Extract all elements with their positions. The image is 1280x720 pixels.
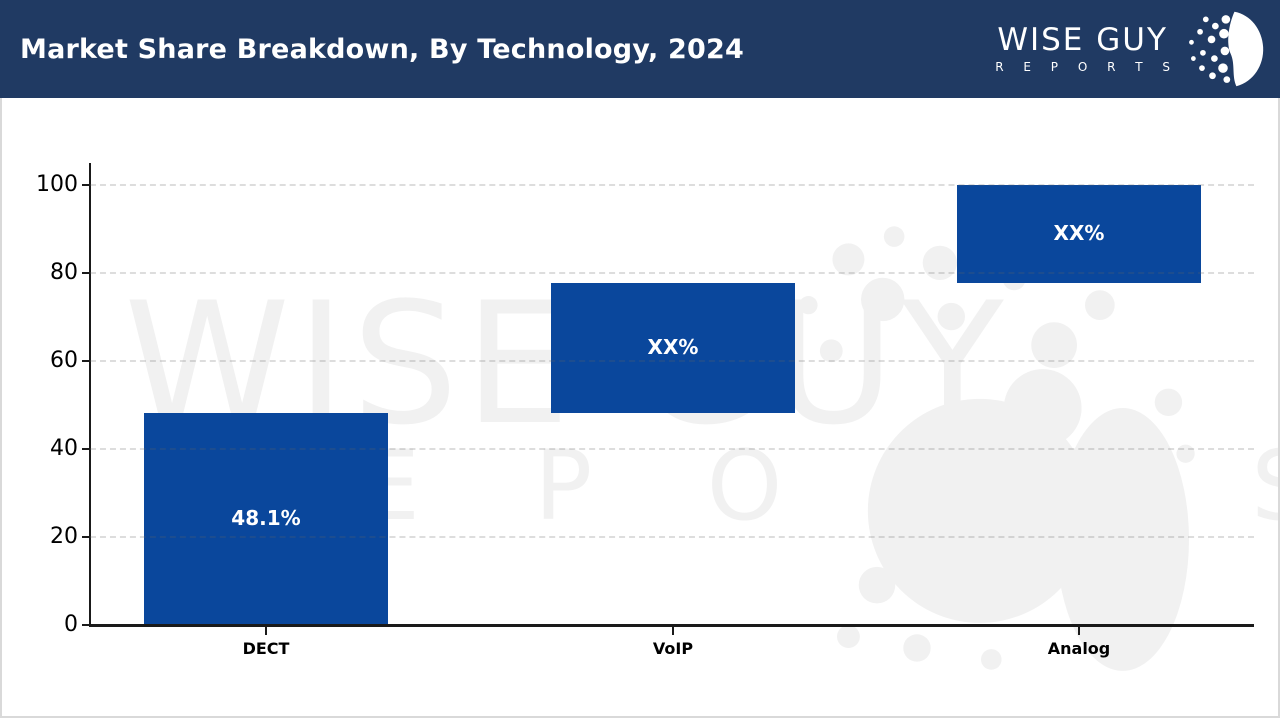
y-tick-mark	[82, 448, 90, 450]
gridline-60	[90, 360, 1254, 362]
category-label-analog: Analog	[1047, 639, 1111, 658]
category-label-voip: VoIP	[652, 639, 694, 658]
y-tick-label: 60	[50, 348, 78, 373]
x-tick-mark	[672, 627, 674, 635]
bar-analog	[957, 185, 1201, 283]
gridline-80	[90, 272, 1254, 274]
chart-canvas: WISE GUY R E P O R T S 48.1% XX% XX% 0 20 40 6…	[0, 98, 1280, 718]
y-tick-label: 40	[50, 436, 78, 461]
brand-face-icon	[1189, 11, 1264, 87]
y-tick-mark	[82, 360, 90, 362]
x-axis	[89, 624, 1254, 627]
gridline-100	[90, 184, 1254, 186]
y-tick-mark	[82, 272, 90, 274]
x-tick-mark	[265, 627, 267, 635]
category-label-dect: DECT	[242, 639, 290, 658]
bar-value-label: XX%	[1053, 220, 1105, 245]
brand-subtitle: R E P O R T S	[995, 60, 1178, 74]
header-bar: Market Share Breakdown, By Technology, 2…	[0, 0, 1280, 98]
y-tick-label: 0	[64, 612, 78, 637]
brand-name: WISE GUY	[997, 22, 1168, 58]
y-tick-label: 100	[36, 172, 78, 197]
y-tick-label: 80	[50, 260, 78, 285]
x-tick-mark	[1078, 627, 1080, 635]
page-title: Market Share Breakdown, By Technology, 2…	[20, 33, 745, 65]
bar-voip	[551, 282, 795, 414]
y-tick-mark	[82, 536, 90, 538]
y-tick-mark	[82, 624, 90, 626]
bar-dect	[144, 413, 388, 625]
gridline-20	[90, 536, 1254, 538]
bar-value-label: 48.1%	[231, 506, 301, 531]
gridline-40	[90, 448, 1254, 450]
brand-logo: WISE GUY R E P O R T S	[987, 9, 1266, 89]
y-axis	[89, 163, 91, 626]
y-tick-label: 20	[50, 524, 78, 549]
brand-logo-text: WISE GUY R E P O R T S	[987, 22, 1178, 74]
bar-value-label: XX%	[647, 335, 699, 360]
y-tick-mark	[82, 184, 90, 186]
